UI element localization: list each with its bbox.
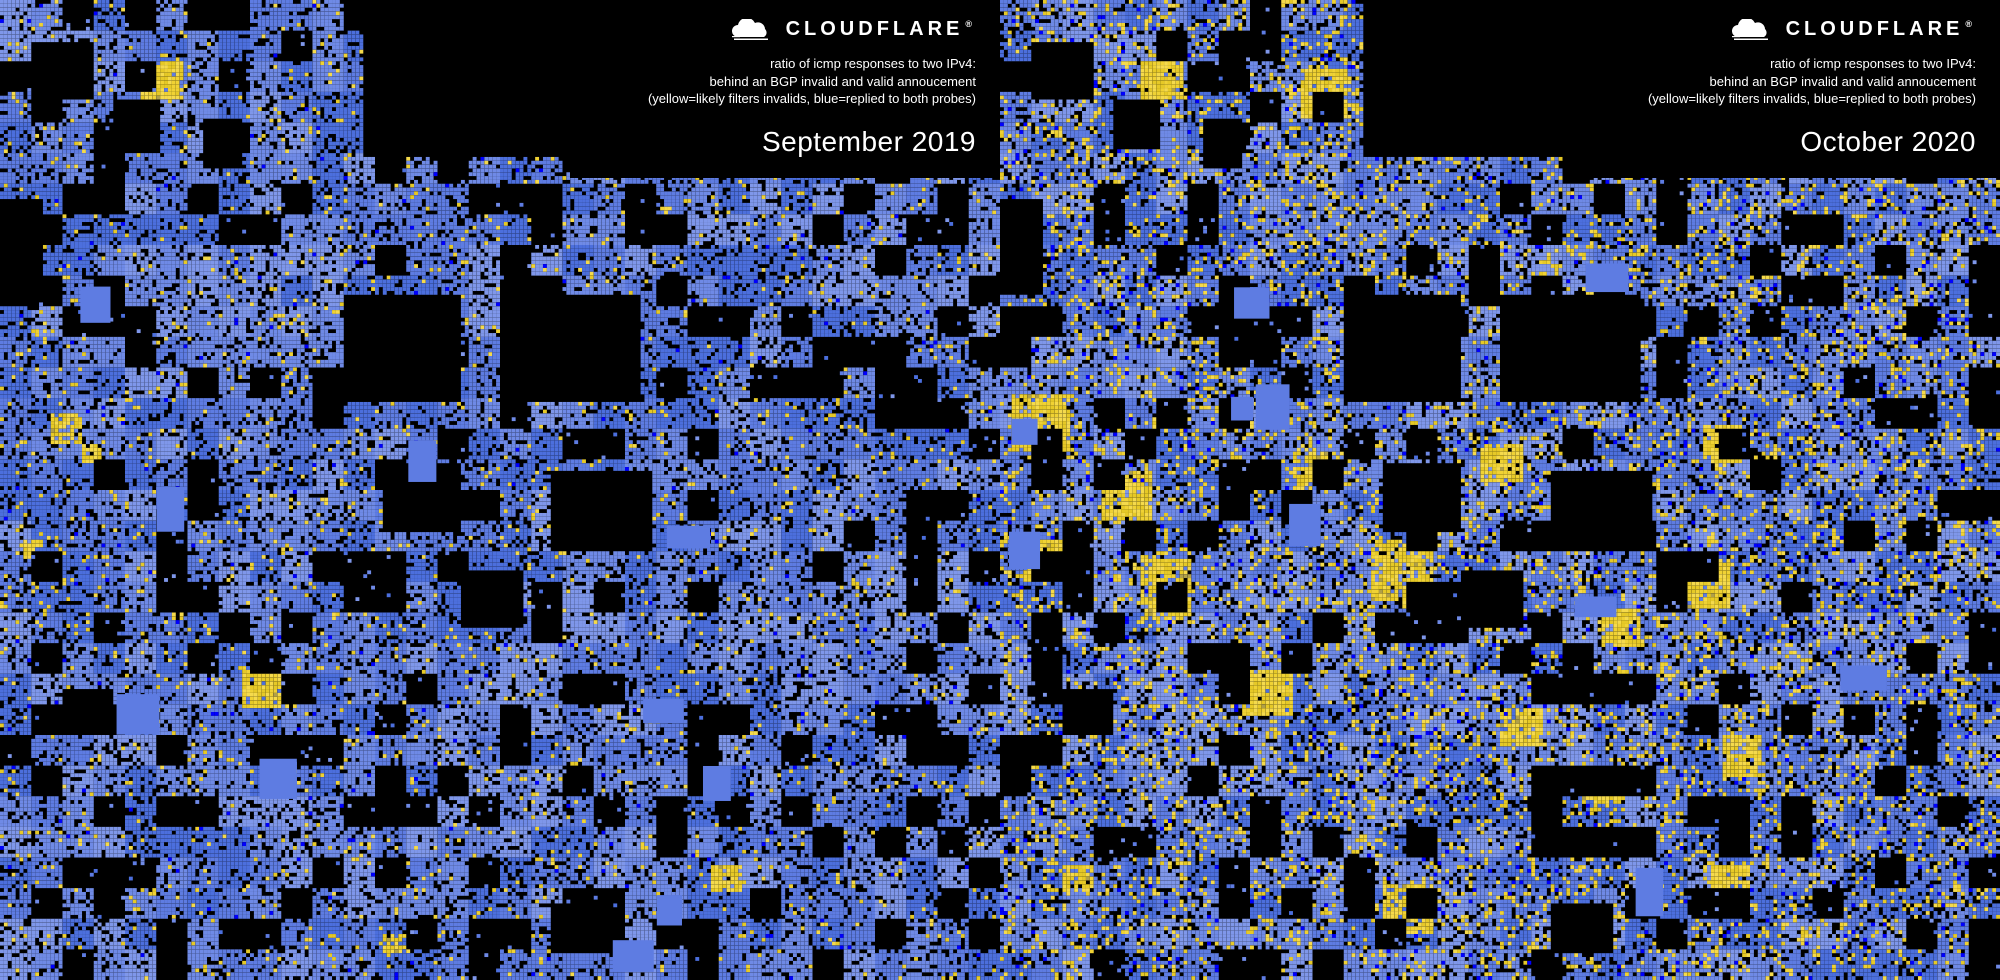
- brand-text: CLOUDFLARE®: [786, 18, 976, 41]
- brand-text: CLOUDFLARE®: [1786, 18, 1976, 41]
- registered-mark: ®: [1965, 19, 1976, 29]
- caption-text: ratio of icmp responses to two IPv4: beh…: [610, 55, 976, 108]
- logo-row: CLOUDFLARE®: [1610, 18, 1976, 41]
- cloudflare-cloud-icon: [1730, 19, 1776, 41]
- header-box-right: CLOUDFLARE® ratio of icmp responses to t…: [1570, 0, 2000, 178]
- cloudflare-cloud-icon: [730, 19, 776, 41]
- comparison-container: CLOUDFLARE® ratio of icmp responses to t…: [0, 0, 2000, 980]
- registered-mark: ®: [965, 19, 976, 29]
- panel-left: CLOUDFLARE® ratio of icmp responses to t…: [0, 0, 1000, 980]
- date-label-right: October 2020: [1610, 126, 1976, 158]
- header-box-left: CLOUDFLARE® ratio of icmp responses to t…: [570, 0, 1000, 178]
- caption-text: ratio of icmp responses to two IPv4: beh…: [1610, 55, 1976, 108]
- date-label-left: September 2019: [610, 126, 976, 158]
- panel-right: CLOUDFLARE® ratio of icmp responses to t…: [1000, 0, 2000, 980]
- logo-row: CLOUDFLARE®: [610, 18, 976, 41]
